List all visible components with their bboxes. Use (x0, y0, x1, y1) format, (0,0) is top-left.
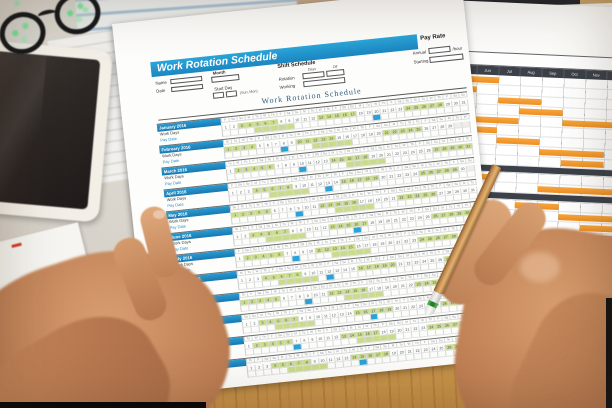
starting-label: Starting (413, 58, 429, 65)
eyeglasses-lens-right (50, 0, 105, 39)
document-title-band: Work Rotation Schedule (150, 34, 419, 78)
shift-cell (467, 170, 476, 178)
eyeglasses-bridge (37, 8, 57, 21)
day-letter-cell: W (461, 114, 470, 120)
starting-box (429, 53, 464, 63)
photo-border-artifact-right (606, 298, 612, 408)
gantt-bar (495, 137, 540, 146)
left-fingernail (153, 210, 165, 219)
date-field-label: Date (156, 87, 166, 94)
rotation-days-box (302, 71, 325, 80)
start-day-box-1 (212, 91, 225, 99)
name-field-box (170, 75, 203, 85)
day-letter-cell: Tu (468, 179, 477, 186)
annual-box (428, 45, 451, 55)
gantt-bar (497, 97, 542, 106)
shift-cell (460, 105, 470, 112)
working-row-label: Working (279, 83, 296, 90)
date-field-box (170, 83, 204, 93)
rotation-off-box (326, 68, 345, 77)
day-letter-cell: Su (466, 157, 475, 164)
red-chart-label-mark (11, 242, 22, 248)
start-day-box-2 (225, 90, 238, 98)
gantt-bar (560, 160, 604, 168)
name-field-label: Name (155, 79, 168, 86)
shift-cell (462, 127, 472, 134)
gantt-bar (518, 108, 563, 117)
photo-border-artifact-bottom (0, 402, 206, 408)
green-light-reflection (14, 0, 21, 7)
right-hand-knuckle-highlight (520, 252, 560, 282)
day-letter-cell: Su (459, 92, 468, 99)
rotation-row-label: Rotation (278, 75, 295, 82)
pay-rate-heading: Pay Rate (419, 33, 446, 42)
day-letter-cell: Th (463, 136, 473, 142)
start-day-note: (Sun, Mon) (239, 89, 258, 95)
annual-label: Annual (412, 49, 427, 56)
shift-cell (465, 148, 474, 156)
annual-suffix: /hour (452, 45, 463, 52)
shift-off-col-label: Off (332, 64, 338, 70)
